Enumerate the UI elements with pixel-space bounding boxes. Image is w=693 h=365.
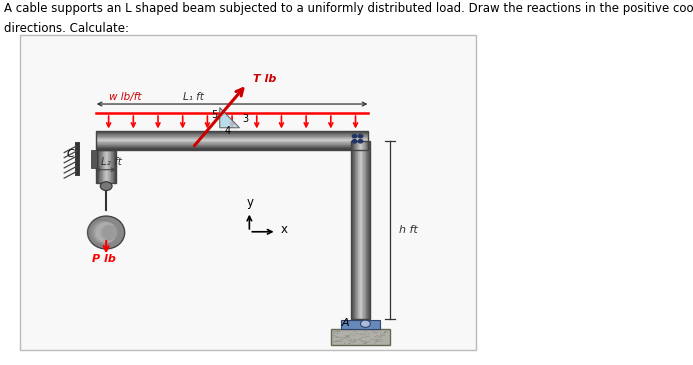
Bar — [359, 141, 360, 319]
Text: 5: 5 — [211, 110, 218, 120]
Ellipse shape — [100, 224, 118, 241]
Bar — [96, 140, 368, 141]
Bar — [106, 150, 107, 182]
Bar — [366, 141, 367, 319]
Bar — [103, 150, 104, 182]
Text: 4: 4 — [224, 126, 230, 136]
Ellipse shape — [98, 224, 118, 241]
Bar — [96, 144, 368, 145]
Bar — [96, 147, 368, 148]
Bar — [107, 150, 108, 182]
Text: P lb: P lb — [91, 254, 116, 264]
Text: 3: 3 — [242, 114, 248, 124]
Bar — [97, 150, 98, 182]
Ellipse shape — [87, 219, 116, 246]
Ellipse shape — [91, 221, 117, 244]
Bar — [100, 150, 101, 182]
Bar — [96, 138, 368, 139]
Bar — [341, 320, 380, 329]
Bar — [358, 141, 359, 319]
Circle shape — [360, 320, 370, 327]
Bar — [360, 141, 361, 319]
Bar — [113, 150, 114, 182]
Bar — [114, 150, 115, 182]
Bar — [96, 136, 368, 137]
Ellipse shape — [97, 223, 118, 242]
Bar — [96, 137, 368, 138]
Bar — [96, 132, 368, 133]
Bar — [102, 150, 103, 182]
Bar — [109, 150, 110, 182]
Bar — [96, 139, 368, 140]
Bar — [355, 141, 356, 319]
Text: T lb: T lb — [253, 74, 277, 84]
Bar — [110, 150, 112, 182]
Bar — [362, 141, 363, 319]
Circle shape — [358, 139, 362, 143]
Bar — [96, 135, 368, 136]
Bar — [115, 150, 116, 182]
Text: directions. Calculate:: directions. Calculate: — [4, 22, 129, 35]
Bar — [356, 141, 357, 319]
Ellipse shape — [94, 222, 117, 243]
Bar — [96, 133, 368, 134]
Bar — [96, 141, 368, 142]
Text: h ft: h ft — [399, 225, 418, 235]
Text: x: x — [281, 223, 288, 236]
Bar — [353, 141, 355, 319]
Bar — [96, 142, 368, 143]
Bar — [369, 141, 370, 319]
Ellipse shape — [102, 225, 119, 240]
Bar — [368, 141, 369, 319]
Bar — [112, 150, 113, 182]
Ellipse shape — [88, 219, 116, 246]
Bar — [96, 134, 368, 135]
Bar — [367, 141, 368, 319]
Bar — [108, 150, 109, 182]
Bar — [91, 150, 97, 168]
Bar — [105, 150, 106, 182]
Bar — [98, 150, 100, 182]
Bar — [365, 141, 366, 319]
Ellipse shape — [95, 222, 117, 243]
Bar — [96, 149, 368, 150]
Ellipse shape — [87, 216, 125, 249]
Bar — [361, 141, 362, 319]
Text: w lb/ft: w lb/ft — [109, 92, 141, 102]
Bar — [351, 141, 370, 319]
Text: A cable supports an L shaped beam subjected to a uniformly distributed load. Dra: A cable supports an L shaped beam subjec… — [4, 2, 693, 15]
Circle shape — [100, 182, 112, 191]
Bar — [351, 141, 352, 319]
Bar — [352, 141, 353, 319]
Bar — [96, 150, 97, 182]
Bar — [96, 146, 368, 147]
Ellipse shape — [90, 220, 116, 245]
Circle shape — [352, 134, 357, 138]
Text: y: y — [247, 196, 254, 209]
Text: C: C — [67, 149, 74, 159]
Bar — [96, 145, 368, 146]
Polygon shape — [220, 108, 240, 128]
Bar — [104, 150, 105, 182]
Bar — [96, 131, 368, 150]
Bar — [331, 328, 390, 345]
Bar — [96, 131, 368, 132]
Bar — [96, 148, 368, 149]
Bar — [101, 150, 102, 182]
Bar — [364, 141, 365, 319]
Circle shape — [352, 139, 357, 143]
Bar — [96, 150, 116, 182]
Text: A: A — [342, 318, 349, 328]
Bar — [363, 141, 364, 319]
Circle shape — [358, 134, 362, 138]
Text: L₁ ft: L₁ ft — [183, 92, 204, 102]
Bar — [96, 143, 368, 144]
Bar — [357, 141, 358, 319]
Text: L₂ ft: L₂ ft — [101, 157, 122, 167]
Bar — [20, 35, 477, 350]
